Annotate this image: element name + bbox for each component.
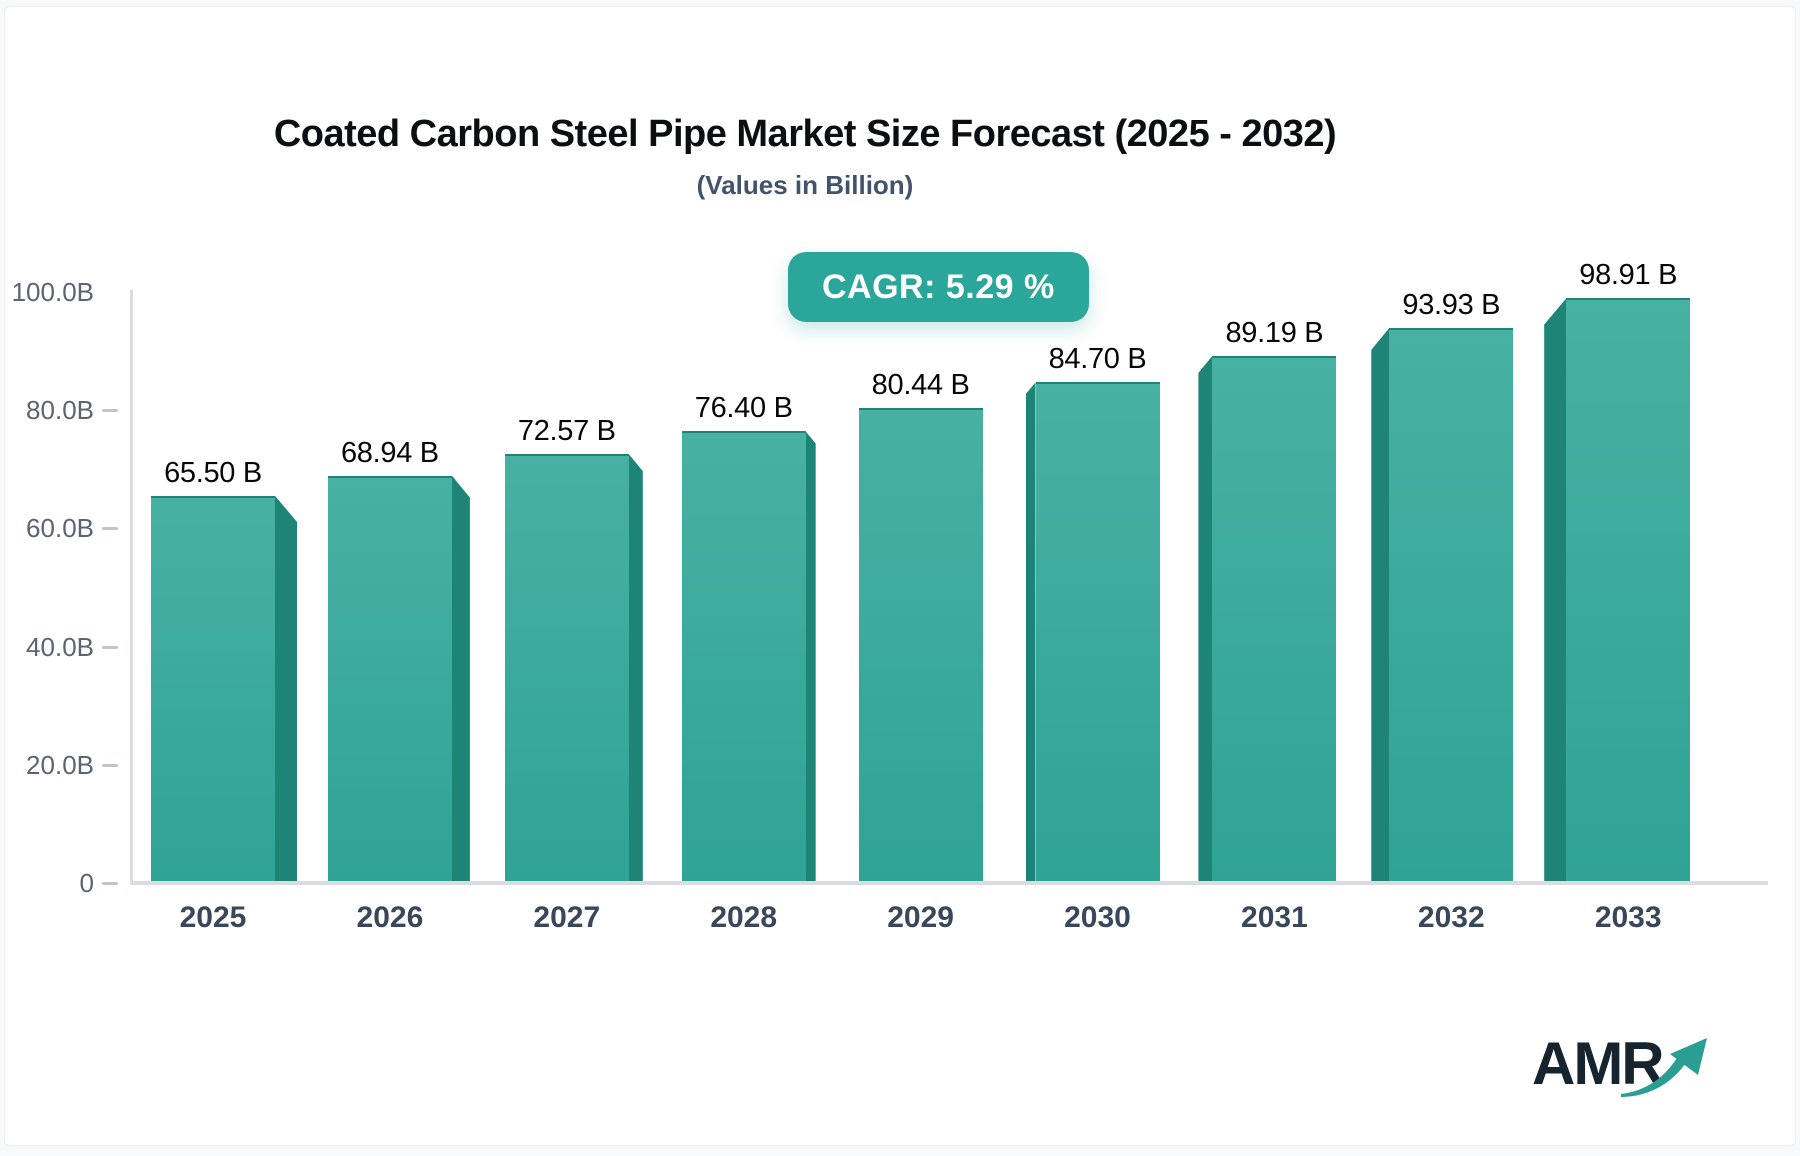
bar-2029 — [858, 407, 983, 885]
y-tick-mark — [102, 527, 118, 531]
x-axis-label-2025: 2025 — [179, 901, 247, 934]
y-tick-mark — [102, 645, 118, 649]
bar-2028 — [681, 431, 806, 885]
x-axis-label-2031: 2031 — [1241, 901, 1308, 934]
logo-text: AMR — [1532, 1030, 1665, 1097]
bar-value-label: 76.40 B — [694, 392, 793, 425]
chart-subtitle: (Values in Billion) — [696, 170, 914, 200]
bar-value-label: 65.50 B — [164, 456, 262, 489]
chart-title: Coated Carbon Steel Pipe Market Size For… — [273, 113, 1337, 155]
bar-side-face-2028 — [805, 431, 816, 883]
bar-value-label: 98.91 B — [1579, 259, 1678, 292]
bar-value-label: 89.19 B — [1225, 316, 1324, 349]
bar-value-label: 68.94 B — [340, 436, 439, 469]
x-axis-label-2027: 2027 — [533, 901, 601, 934]
y-tick-label: 100.0B — [11, 277, 94, 307]
brand-logo: AMR — [1532, 1030, 1707, 1103]
growth-arrow-icon — [1621, 1038, 1707, 1097]
y-tick-label: 40.0B — [26, 631, 94, 662]
x-axis-label-2030: 2030 — [1064, 901, 1131, 934]
x-axis-label-2026: 2026 — [356, 901, 424, 934]
bar-value-label: 93.93 B — [1402, 288, 1501, 321]
bar-value-label: 72.57 B — [517, 415, 616, 448]
bar-side-face-2025 — [275, 495, 297, 883]
bar-2032 — [1389, 327, 1514, 885]
bar-2031 — [1212, 355, 1337, 885]
x-axis-label-2033: 2033 — [1594, 901, 1662, 934]
bar-side-face-2031 — [1198, 355, 1213, 883]
y-tick-label: 60.0B — [26, 513, 94, 544]
y-axis-line — [130, 290, 133, 882]
bar-side-face-2026 — [451, 475, 470, 883]
cagr-badge: CAGR: 5.29 % — [788, 252, 1089, 322]
y-tick-label: 80.0B — [26, 395, 94, 426]
bar-value-label: 80.44 B — [871, 368, 970, 401]
x-axis-label-2032: 2032 — [1417, 901, 1485, 934]
bar-2033 — [1566, 298, 1691, 885]
bar-2030 — [1035, 382, 1160, 885]
bar-side-face-2030 — [1025, 382, 1036, 883]
x-axis-label-2029: 2029 — [887, 901, 954, 934]
chart-header: Coated Carbon Steel Pipe Market Size For… — [0, 112, 1610, 200]
x-axis-line — [130, 881, 1768, 885]
bar-2026 — [327, 475, 452, 885]
bar-side-face-2033 — [1544, 298, 1567, 883]
y-tick-mark — [102, 763, 118, 767]
y-tick-mark — [102, 882, 118, 885]
bar-side-face-2032 — [1371, 327, 1390, 883]
bar-value-label: 84.70 B — [1048, 343, 1147, 376]
x-axis-label-2028: 2028 — [710, 901, 778, 934]
y-tick-mark — [102, 409, 118, 413]
bar-2025 — [151, 495, 275, 885]
bar-2027 — [504, 454, 629, 885]
bar-side-face-2027 — [628, 454, 643, 883]
y-tick-label: 20.0B — [26, 749, 94, 780]
y-tick-label: 0 — [79, 868, 94, 898]
